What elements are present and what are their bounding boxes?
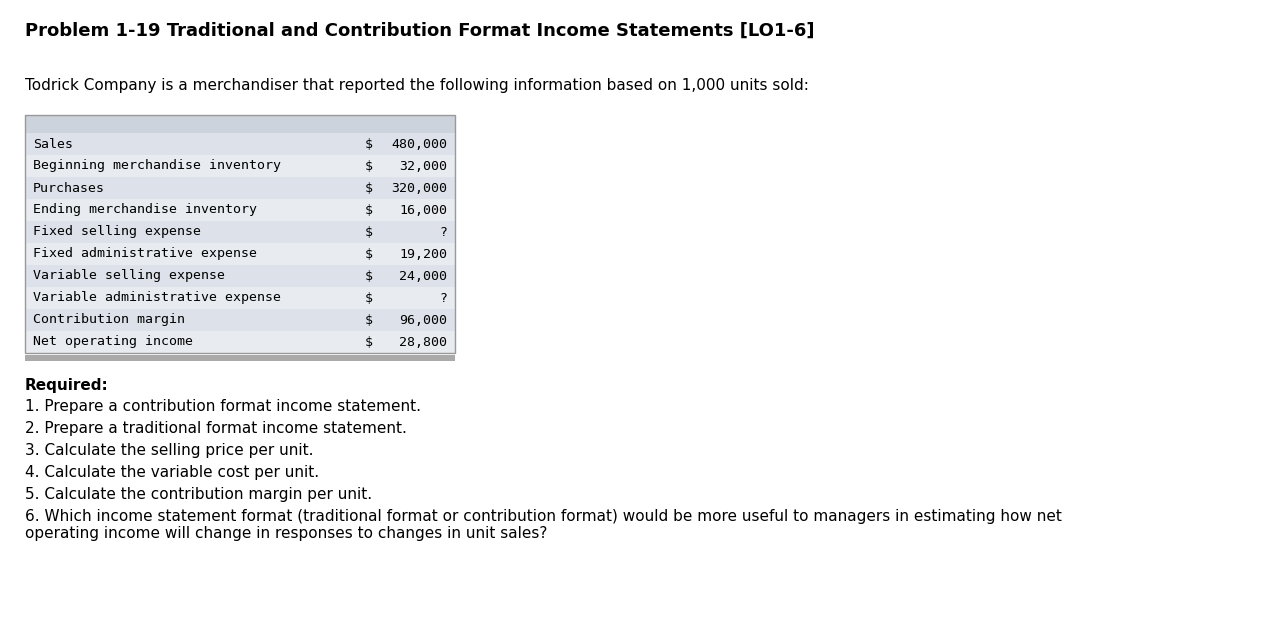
Text: Fixed administrative expense: Fixed administrative expense (33, 247, 257, 261)
FancyBboxPatch shape (26, 309, 454, 331)
Text: ?: ? (439, 226, 447, 238)
FancyBboxPatch shape (26, 177, 454, 199)
Text: Problem 1-19 Traditional and Contribution Format Income Statements [LO1-6]: Problem 1-19 Traditional and Contributio… (26, 22, 814, 40)
Text: Fixed selling expense: Fixed selling expense (33, 226, 201, 238)
Text: $: $ (365, 181, 372, 194)
Text: $: $ (365, 160, 372, 173)
Text: Todrick Company is a merchandiser that reported the following information based : Todrick Company is a merchandiser that r… (26, 78, 809, 93)
Text: 6. Which income statement format (traditional format or contribution format) wou: 6. Which income statement format (tradit… (26, 509, 1062, 541)
Text: $: $ (365, 314, 372, 327)
Text: Variable administrative expense: Variable administrative expense (33, 291, 282, 305)
Text: 2. Prepare a traditional format income statement.: 2. Prepare a traditional format income s… (26, 421, 407, 436)
Text: $: $ (365, 270, 372, 282)
FancyBboxPatch shape (26, 199, 454, 221)
Text: $: $ (365, 335, 372, 348)
FancyBboxPatch shape (26, 243, 454, 265)
Text: 24,000: 24,000 (399, 270, 447, 282)
Text: 1. Prepare a contribution format income statement.: 1. Prepare a contribution format income … (26, 399, 421, 414)
Text: Beginning merchandise inventory: Beginning merchandise inventory (33, 160, 282, 173)
Text: 19,200: 19,200 (399, 247, 447, 261)
Text: Contribution margin: Contribution margin (33, 314, 186, 327)
Text: 3. Calculate the selling price per unit.: 3. Calculate the selling price per unit. (26, 443, 314, 458)
FancyBboxPatch shape (26, 265, 454, 287)
Text: 28,800: 28,800 (399, 335, 447, 348)
Text: Required:: Required: (26, 378, 109, 393)
Text: $: $ (365, 247, 372, 261)
Text: $: $ (365, 203, 372, 217)
Text: 4. Calculate the variable cost per unit.: 4. Calculate the variable cost per unit. (26, 465, 319, 480)
Text: ?: ? (439, 291, 447, 305)
Text: Net operating income: Net operating income (33, 335, 193, 348)
FancyBboxPatch shape (26, 287, 454, 309)
FancyBboxPatch shape (26, 331, 454, 353)
FancyBboxPatch shape (26, 221, 454, 243)
Text: 5. Calculate the contribution margin per unit.: 5. Calculate the contribution margin per… (26, 487, 372, 502)
FancyBboxPatch shape (26, 155, 454, 177)
Text: Variable selling expense: Variable selling expense (33, 270, 225, 282)
Text: Sales: Sales (33, 137, 73, 151)
FancyBboxPatch shape (26, 355, 454, 361)
Text: $: $ (365, 226, 372, 238)
FancyBboxPatch shape (26, 115, 454, 133)
Text: $: $ (365, 291, 372, 305)
Text: $: $ (365, 137, 372, 151)
Text: Ending merchandise inventory: Ending merchandise inventory (33, 203, 257, 217)
FancyBboxPatch shape (26, 133, 454, 155)
Text: 96,000: 96,000 (399, 314, 447, 327)
Text: 320,000: 320,000 (390, 181, 447, 194)
Text: Purchases: Purchases (33, 181, 105, 194)
Text: 32,000: 32,000 (399, 160, 447, 173)
Text: 16,000: 16,000 (399, 203, 447, 217)
Text: 480,000: 480,000 (390, 137, 447, 151)
